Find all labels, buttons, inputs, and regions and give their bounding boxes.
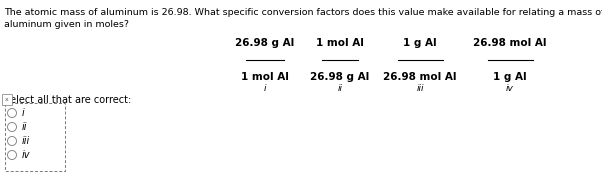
- Text: iv: iv: [506, 84, 514, 93]
- Bar: [5, 103, 65, 171]
- Text: i: i: [22, 108, 25, 118]
- Text: 26.98 g Al: 26.98 g Al: [235, 38, 294, 48]
- Text: Select all that are correct:: Select all that are correct:: [4, 95, 131, 105]
- Text: 1 mol Al: 1 mol Al: [241, 72, 289, 82]
- Text: 26.98 mol Al: 26.98 mol Al: [383, 72, 457, 82]
- Text: ii: ii: [338, 84, 343, 93]
- Text: 26.98 g Al: 26.98 g Al: [311, 72, 370, 82]
- Text: 1 g Al: 1 g Al: [493, 72, 527, 82]
- Text: 1 mol Al: 1 mol Al: [316, 38, 364, 48]
- Text: The atomic mass of aluminum is 26.98. What specific conversion factors does this: The atomic mass of aluminum is 26.98. Wh…: [4, 8, 602, 17]
- Text: i: i: [264, 84, 266, 93]
- Text: x: x: [5, 97, 9, 102]
- Text: iii: iii: [416, 84, 424, 93]
- Text: ii: ii: [22, 122, 28, 132]
- Text: iii: iii: [22, 136, 30, 146]
- Text: 26.98 mol Al: 26.98 mol Al: [473, 38, 547, 48]
- Text: 1 g Al: 1 g Al: [403, 38, 437, 48]
- Text: aluminum given in moles?: aluminum given in moles?: [4, 20, 129, 29]
- Text: iv: iv: [22, 150, 31, 160]
